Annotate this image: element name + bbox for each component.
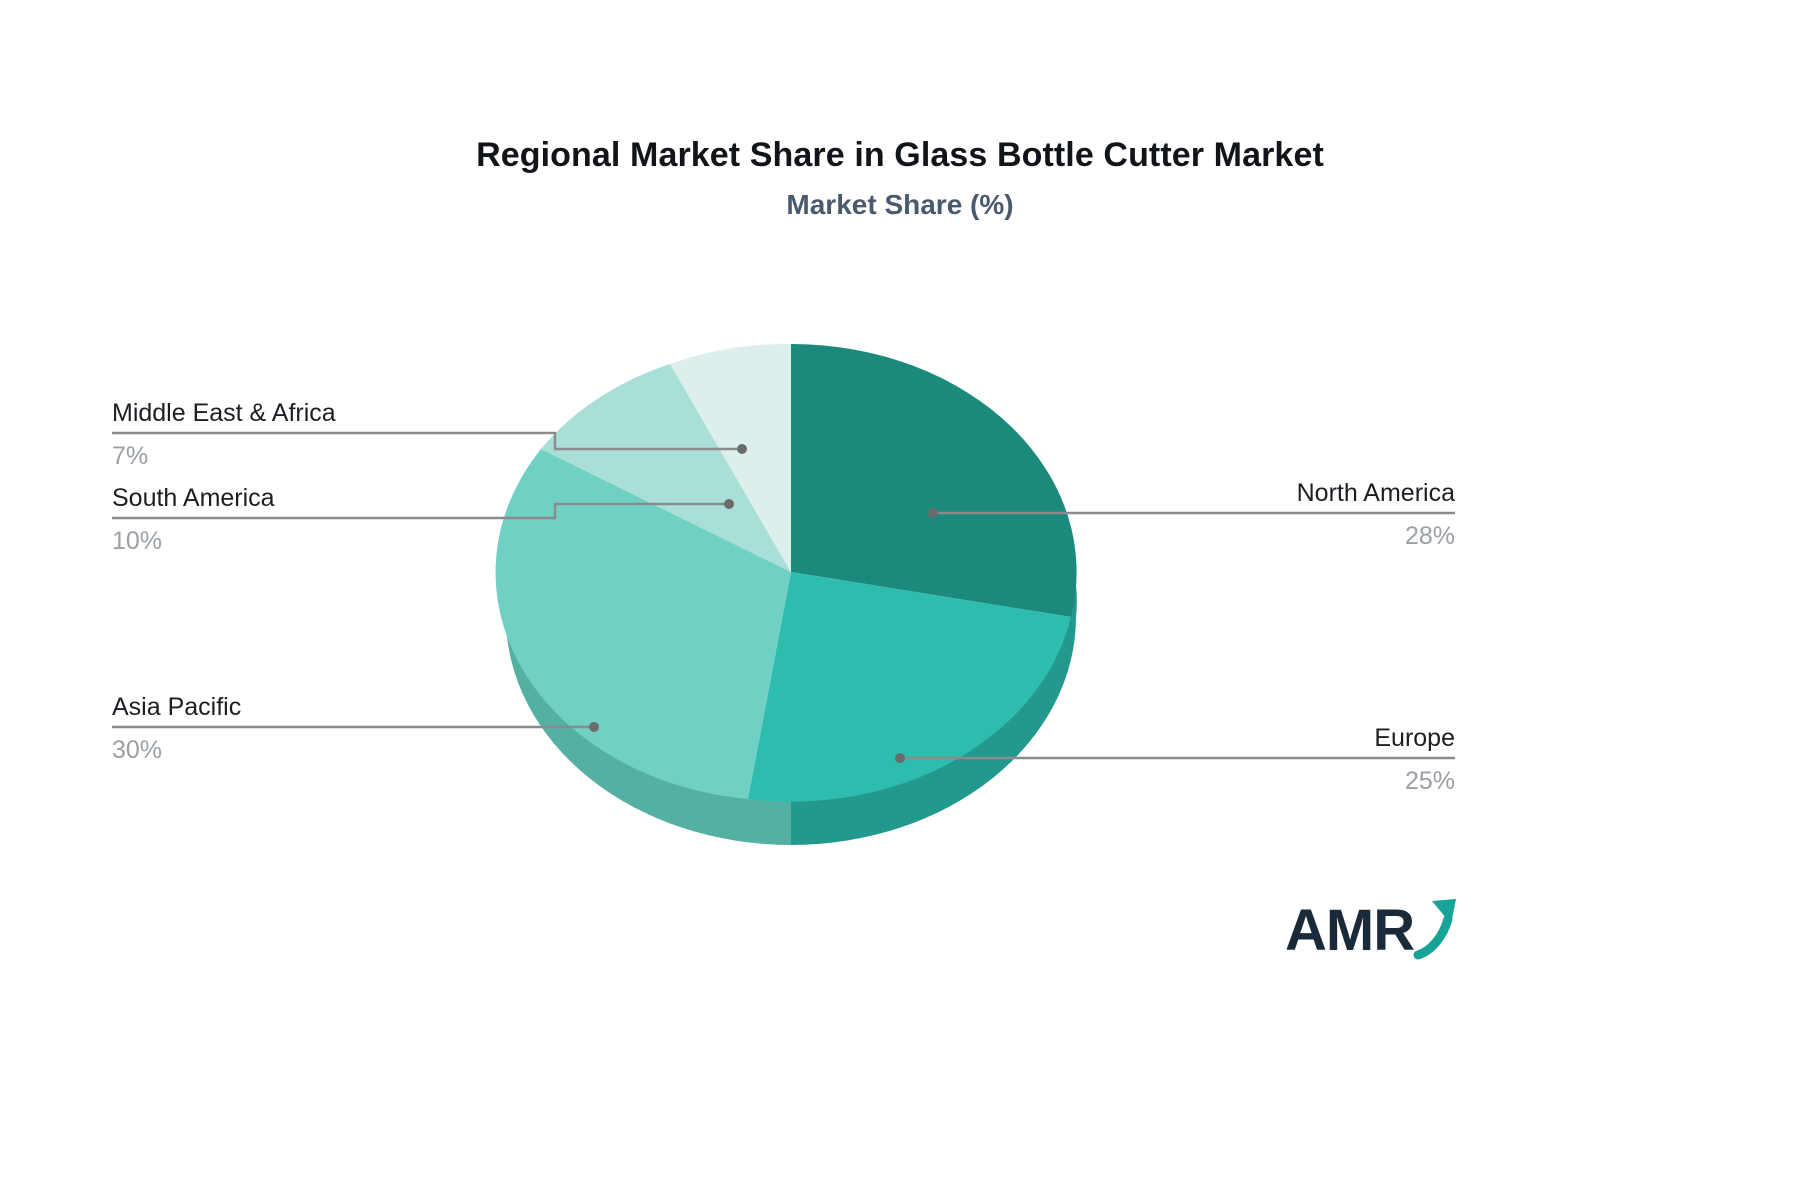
callout-value-europe: 25% xyxy=(1404,767,1455,796)
leader-dots xyxy=(589,444,938,763)
leader-line-middle-east-africa xyxy=(112,431,742,451)
callout-label-north-america: North America xyxy=(1296,479,1455,507)
leader-line-south-america xyxy=(112,502,727,520)
callout-value-north-america: 28% xyxy=(1404,522,1455,551)
callout-asia-pacific[interactable]: Asia Pacific 30% xyxy=(112,694,241,764)
amr-logo: AMR xyxy=(1285,893,1460,965)
callout-europe[interactable]: Europe 25% xyxy=(1035,725,1455,795)
page-title: Regional Market Share in Glass Bottle Cu… xyxy=(476,136,1324,174)
pie-slice-south-america[interactable] xyxy=(541,364,791,572)
leader-dot-south-america xyxy=(724,499,734,509)
callout-value-middle-east-africa: 7% xyxy=(112,442,149,471)
callout-middle-east-africa[interactable]: Middle East & Africa 7% xyxy=(112,400,336,470)
callout-label-asia-pacific: Asia Pacific xyxy=(112,693,242,721)
leader-dot-middle-east-africa xyxy=(737,444,747,454)
pie-slice-asia-pacific[interactable] xyxy=(495,449,791,799)
callout-south-america[interactable]: South America 10% xyxy=(112,485,275,555)
callout-value-south-america: 10% xyxy=(112,527,163,556)
callout-label-south-america: South America xyxy=(112,484,275,512)
pie-slice-middle-east-africa[interactable] xyxy=(670,343,791,572)
callout-label-europe: Europe xyxy=(1374,724,1455,752)
leader-dot-asia-pacific xyxy=(589,722,599,732)
amr-arrow-icon xyxy=(1413,899,1456,960)
pie-slices xyxy=(495,343,1077,802)
callout-label-middle-east-africa: Middle East & Africa xyxy=(112,399,336,427)
leader-dot-europe xyxy=(895,753,905,763)
leader-lines xyxy=(112,431,1455,760)
leader-dot-north-america xyxy=(928,508,938,518)
pie-slice-europe[interactable] xyxy=(748,572,1071,802)
amr-logo-text: AMR xyxy=(1285,898,1415,963)
callout-north-america[interactable]: North America 28% xyxy=(1035,480,1455,550)
callout-value-asia-pacific: 30% xyxy=(112,736,163,765)
pie-slice-north-america[interactable] xyxy=(791,343,1077,617)
chart-subtitle: Market Share (%) xyxy=(786,189,1014,220)
